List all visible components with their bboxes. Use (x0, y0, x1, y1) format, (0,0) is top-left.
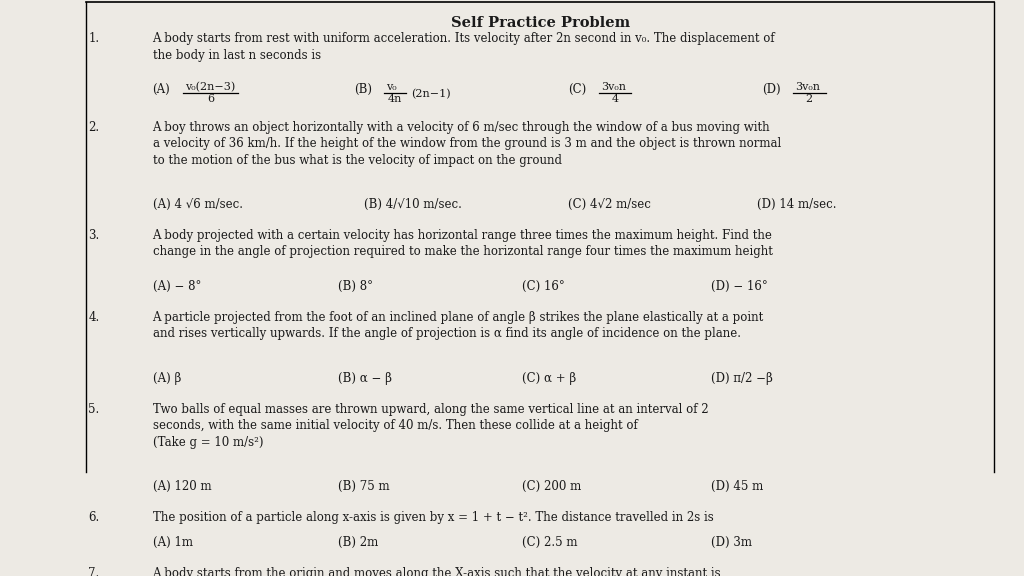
Text: 3v₀n: 3v₀n (601, 82, 626, 92)
Text: A particle projected from the foot of an inclined plane of angle β strikes the p: A particle projected from the foot of an… (153, 311, 764, 340)
Text: Self Practice Problem: Self Practice Problem (451, 17, 630, 31)
Text: 4.: 4. (88, 311, 99, 324)
Text: 5.: 5. (88, 403, 99, 416)
Text: 6.: 6. (88, 510, 99, 524)
Text: (2n−1): (2n−1) (411, 89, 451, 99)
Text: (C): (C) (568, 84, 587, 96)
Text: (A) 120 m: (A) 120 m (153, 480, 211, 492)
Text: (B) 2m: (B) 2m (338, 536, 379, 549)
Text: (C) 200 m: (C) 200 m (522, 480, 582, 492)
Text: 3.: 3. (88, 229, 99, 241)
Text: v₀: v₀ (386, 82, 397, 92)
Text: A body starts from the origin and moves along the X-axis such that the velocity : A body starts from the origin and moves … (153, 567, 721, 576)
Text: (A) − 8°: (A) − 8° (153, 280, 201, 293)
Text: A body projected with a certain velocity has horizontal range three times the ma: A body projected with a certain velocity… (153, 229, 772, 258)
Text: 2.: 2. (88, 120, 99, 134)
Text: (B) 8°: (B) 8° (338, 280, 374, 293)
Text: 4: 4 (611, 94, 618, 104)
Text: (D) − 16°: (D) − 16° (711, 280, 768, 293)
Text: v₀(2n−3): v₀(2n−3) (185, 82, 236, 93)
Text: (B) α − β: (B) α − β (338, 372, 392, 385)
Text: (A) β: (A) β (153, 372, 181, 385)
Text: (A) 4 √6 m/sec.: (A) 4 √6 m/sec. (153, 198, 243, 211)
Text: (C) 16°: (C) 16° (522, 280, 565, 293)
Text: (A) 1m: (A) 1m (153, 536, 193, 549)
Text: 6: 6 (207, 94, 214, 104)
Text: (B) 4/√10 m/sec.: (B) 4/√10 m/sec. (364, 198, 462, 211)
Text: The position of a particle along x-axis is given by x = 1 + t − t². The distance: The position of a particle along x-axis … (153, 510, 714, 524)
Text: (A): (A) (153, 84, 170, 96)
Text: 7.: 7. (88, 567, 99, 576)
Text: (D) π/2 −β: (D) π/2 −β (711, 372, 773, 385)
Text: (D) 45 m: (D) 45 m (711, 480, 763, 492)
Text: (C) 2.5 m: (C) 2.5 m (522, 536, 578, 549)
Text: A body starts from rest with uniform acceleration. Its velocity after 2n second : A body starts from rest with uniform acc… (153, 32, 775, 62)
Text: (B) 75 m: (B) 75 m (338, 480, 390, 492)
Text: 3v₀n: 3v₀n (795, 82, 820, 92)
Text: 4n: 4n (388, 94, 402, 104)
Text: (C) α + β: (C) α + β (522, 372, 577, 385)
Text: A boy throws an object horizontally with a velocity of 6 m/sec through the windo: A boy throws an object horizontally with… (153, 120, 780, 166)
Text: (D) 14 m/sec.: (D) 14 m/sec. (757, 198, 837, 211)
Text: 2: 2 (806, 94, 813, 104)
Text: (D) 3m: (D) 3m (711, 536, 753, 549)
Text: Two balls of equal masses are thrown upward, along the same vertical line at an : Two balls of equal masses are thrown upw… (153, 403, 709, 449)
Text: 1.: 1. (88, 32, 99, 45)
Text: (C) 4√2 m/sec: (C) 4√2 m/sec (568, 198, 651, 211)
Text: (B): (B) (353, 84, 372, 96)
Text: (D): (D) (762, 84, 781, 96)
